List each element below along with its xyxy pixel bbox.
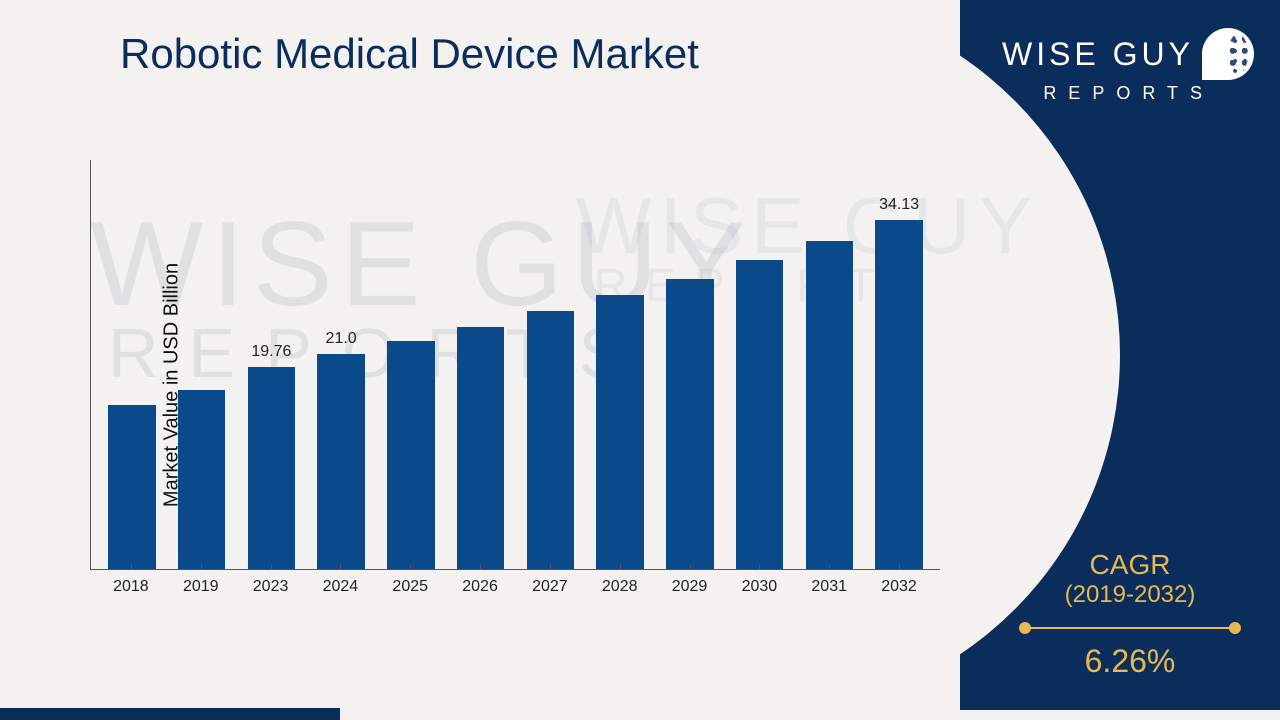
- bar-value-label: 34.13: [879, 196, 919, 214]
- bar-value-label: 21.0: [326, 330, 357, 348]
- x-tick: 2019: [166, 570, 236, 610]
- bottom-strip: [0, 708, 340, 720]
- bar-slot: [725, 160, 795, 569]
- x-tick: 2018: [96, 570, 166, 610]
- cagr-range: (2019-2032): [980, 581, 1280, 609]
- chart-title: Robotic Medical Device Market: [120, 30, 699, 78]
- plot-area: 19.76 21.0 34.13: [90, 160, 940, 570]
- x-tick: 2030: [724, 570, 794, 610]
- bar-value-label: 19.76: [251, 343, 291, 361]
- x-tick: 2025: [375, 570, 445, 610]
- x-tick: 2032: [864, 570, 934, 610]
- brand-line2: REPORTS: [1002, 84, 1254, 102]
- bar: [317, 354, 364, 569]
- bar: [387, 341, 434, 569]
- bar: [248, 367, 295, 569]
- brand-head-icon: [1202, 28, 1254, 80]
- x-tick: 2026: [445, 570, 515, 610]
- bar-slot: [655, 160, 725, 569]
- bar: [457, 327, 504, 569]
- x-axis-ticks: 2018201920232024202520262027202820292030…: [90, 570, 940, 610]
- bar: [108, 405, 155, 569]
- bar-slot: 19.76: [237, 160, 307, 569]
- bar-slot: 34.13: [864, 160, 934, 569]
- x-tick: 2027: [515, 570, 585, 610]
- bar-slot: 21.0: [306, 160, 376, 569]
- bar: [806, 241, 853, 569]
- x-tick: 2029: [655, 570, 725, 610]
- cagr-divider: [1025, 627, 1235, 629]
- x-tick: 2028: [585, 570, 655, 610]
- cagr-box: CAGR (2019-2032) 6.26%: [980, 549, 1280, 680]
- x-tick: 2031: [794, 570, 864, 610]
- bar: [736, 260, 783, 569]
- bar-slot: [516, 160, 586, 569]
- bar-slot: [167, 160, 237, 569]
- bars-container: 19.76 21.0 34.13: [91, 160, 940, 569]
- x-tick: 2023: [236, 570, 306, 610]
- brand-logo: WISE GUY REPORTS: [1002, 28, 1254, 102]
- brand-line1: WISE GUY: [1002, 38, 1194, 70]
- infographic-page: WISE GUY REPORTS Robotic Medical Device …: [0, 0, 1280, 720]
- bar-slot: [376, 160, 446, 569]
- bar: [596, 295, 643, 569]
- bar-slot: [446, 160, 516, 569]
- bar-chart: Market Value in USD Billion 19.7621.034.…: [60, 160, 940, 610]
- bar: [875, 220, 922, 569]
- cagr-value: 6.26%: [980, 643, 1280, 680]
- bar-slot: [97, 160, 167, 569]
- cagr-label: CAGR: [980, 549, 1280, 581]
- bar-slot: [795, 160, 865, 569]
- bar: [527, 311, 574, 569]
- bar-slot: [585, 160, 655, 569]
- bar: [178, 390, 225, 569]
- bar: [666, 279, 713, 569]
- x-tick: 2024: [305, 570, 375, 610]
